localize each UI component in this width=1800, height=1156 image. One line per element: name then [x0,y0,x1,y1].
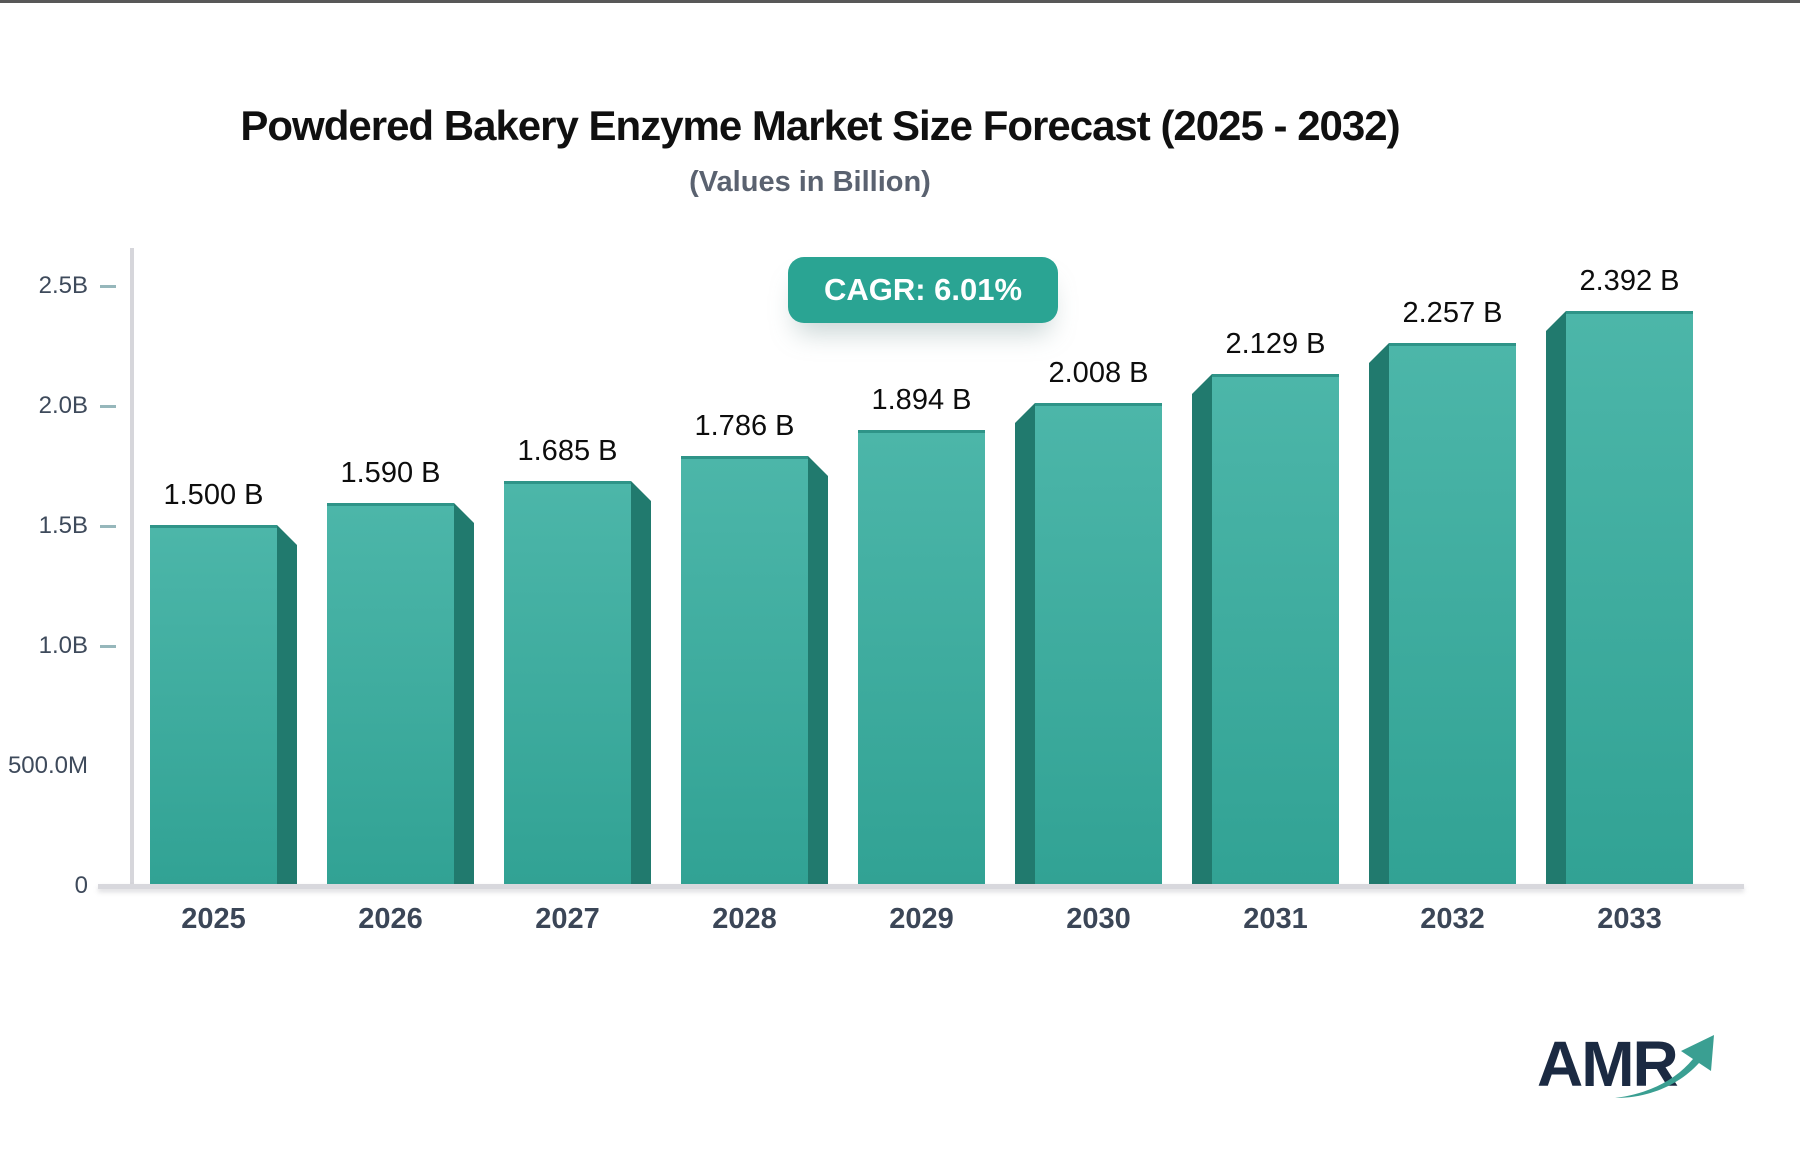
bar-side-face [631,481,651,885]
y-axis-tick [100,525,116,528]
y-axis-tick-label: 1.0B [38,632,88,659]
bar-side-face [454,503,474,885]
x-axis-tick-label: 2027 [535,903,600,935]
bar-value-label: 2.392 B [1579,265,1680,297]
x-axis-tick-label: 2026 [358,903,423,935]
bar [1566,311,1693,888]
y-axis-tick-label: 0 [74,872,88,899]
bar-side-face [1015,403,1035,885]
y-axis-line [130,248,134,889]
growth-arrow-icon [1615,1035,1714,1098]
bar [858,430,985,888]
bar-value-label: 1.590 B [340,457,441,489]
y-axis-tick [100,405,116,408]
bar-side-face [1546,311,1566,885]
bar [327,503,454,888]
amr-logo: AMR [1537,1032,1717,1112]
bar [1035,403,1162,888]
chart-title: Powdered Bakery Enzyme Market Size Forec… [240,102,1400,149]
cagr-badge-label: CAGR: 6.01% [823,272,1023,307]
y-axis-tick [100,645,116,648]
y-axis-tick-label: 2.0B [38,392,88,419]
window-top-border [0,0,1800,3]
x-axis-tick-label: 2033 [1597,903,1662,935]
y-axis-tick-label: 2.5B [38,272,88,299]
x-axis-tick-label: 2031 [1243,903,1308,935]
bar [1389,343,1516,888]
x-axis-tick-label: 2030 [1066,903,1131,935]
bar-value-label: 2.257 B [1402,297,1503,329]
bar-value-label: 2.008 B [1048,357,1149,389]
bar-side-face [1192,374,1212,885]
bar [681,456,808,888]
y-axis-tick-label: 500.0M [7,752,88,779]
bar-value-label: 1.685 B [517,435,618,467]
x-axis-line [98,884,1744,889]
bar-side-face [277,525,297,885]
bar-value-label: 1.894 B [871,384,972,416]
x-axis-tick-label: 2028 [712,903,777,935]
amr-logo-text: AMR [1537,1028,1679,1100]
bar-value-label: 1.786 B [694,410,795,442]
bar-value-label: 2.129 B [1225,328,1326,360]
x-axis-tick-label: 2025 [181,903,246,935]
bar-side-face [1369,343,1389,885]
chart-subtitle: (Values in Billion) [689,166,931,198]
bar-side-face [808,456,828,885]
bar [504,481,631,888]
bar-value-label: 1.500 B [163,479,264,511]
bar [150,525,277,888]
y-axis-tick [100,285,116,288]
bar [1212,374,1339,888]
cagr-badge: CAGR: 6.01% [788,257,1058,323]
x-axis-tick-label: 2029 [889,903,954,935]
y-axis-tick-label: 1.5B [38,512,88,539]
x-axis-tick-label: 2032 [1420,903,1485,935]
